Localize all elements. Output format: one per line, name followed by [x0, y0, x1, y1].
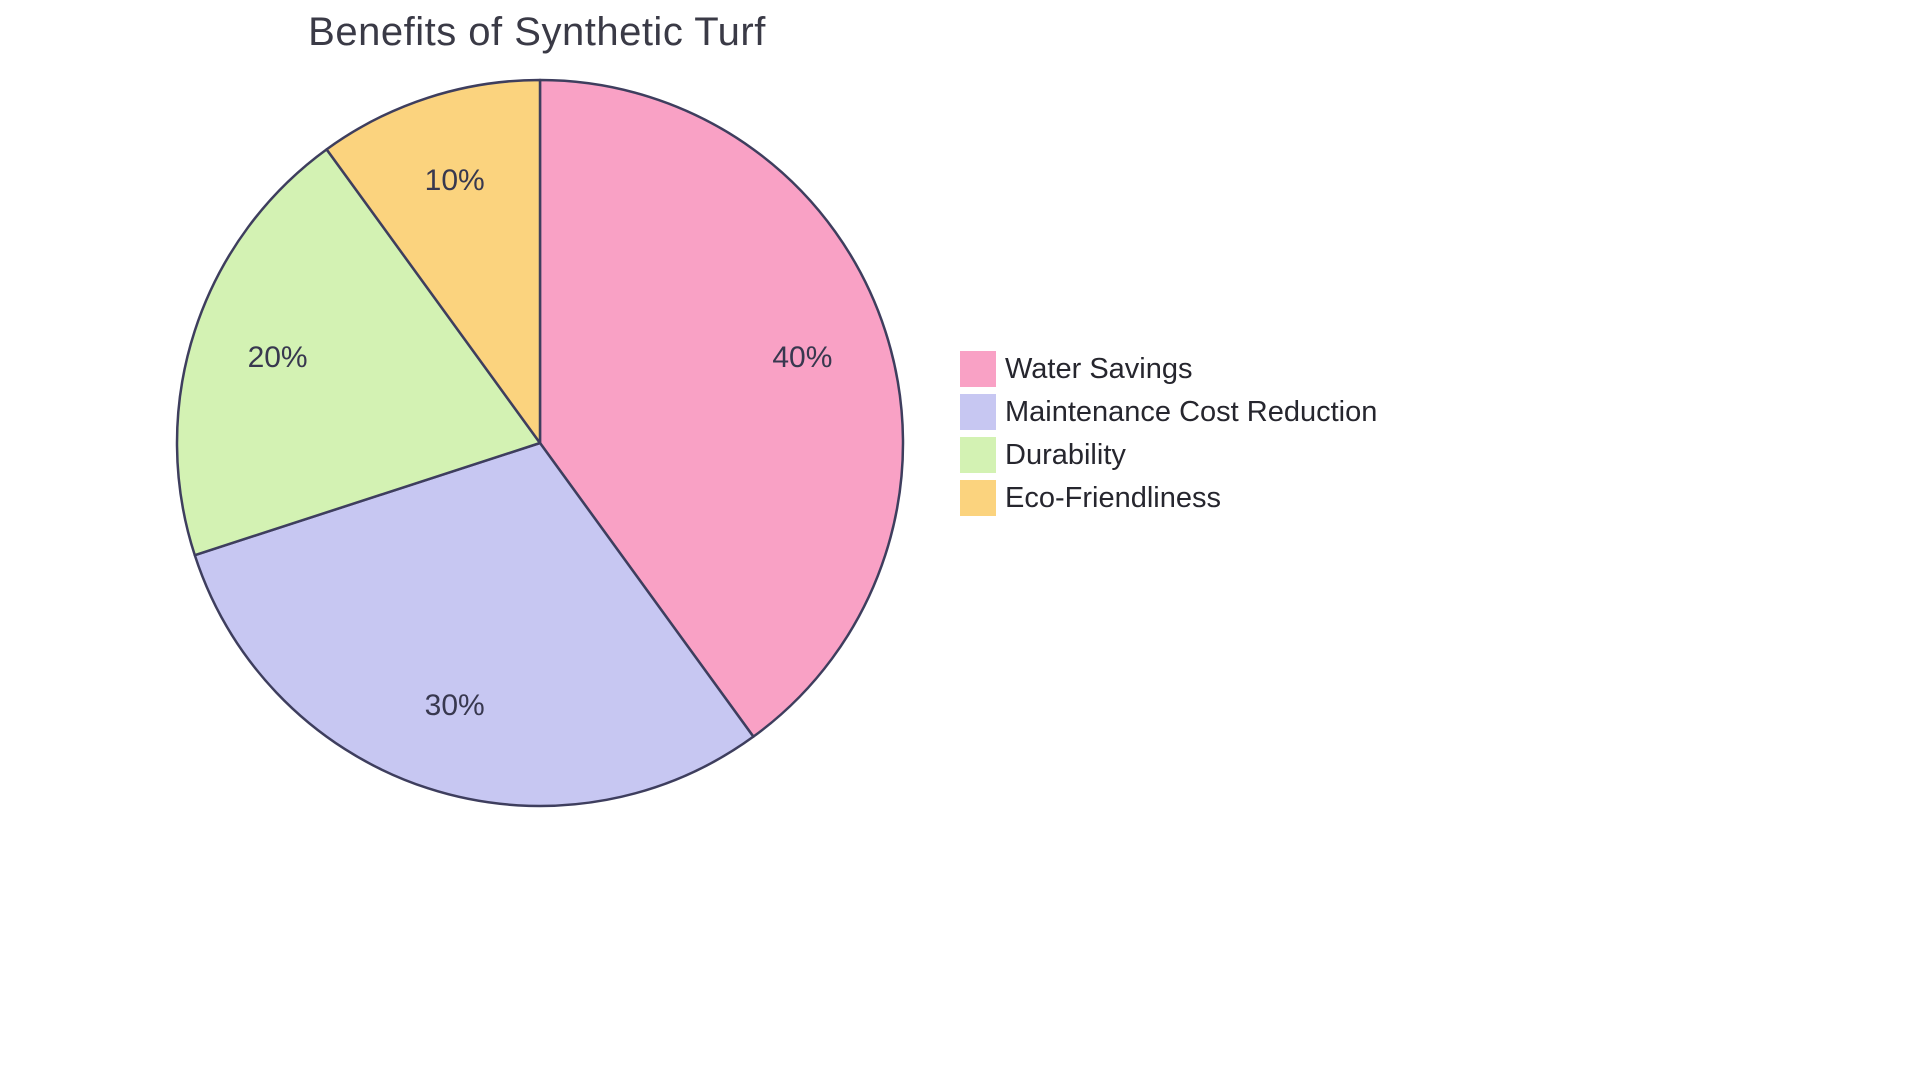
- pie-slice-percentage-label: 30%: [425, 689, 485, 722]
- pie-slice-durability: [175, 148, 542, 557]
- pie-slice-percentage-label: 20%: [248, 341, 308, 374]
- legend-item-water-savings: Water Savings: [960, 351, 1377, 387]
- legend-swatch-maintenance-cost-reduction: [960, 394, 996, 430]
- chart-title: Benefits of Synthetic Turf: [308, 10, 766, 54]
- legend-label: Water Savings: [1005, 352, 1193, 385]
- pie-slices: [175, 78, 905, 808]
- pie-slice-labels: 40% 30% 20% 10%: [248, 164, 833, 722]
- legend-swatch-eco-friendliness: [960, 480, 996, 516]
- legend-item-eco-friendliness: Eco-Friendliness: [960, 480, 1377, 516]
- legend-item-maintenance-cost-reduction: Maintenance Cost Reduction: [960, 394, 1377, 430]
- legend: Water Savings Maintenance Cost Reduction D…: [960, 351, 1377, 523]
- pie-slice-percentage-label: 10%: [425, 164, 485, 197]
- legend-swatch-durability: [960, 437, 996, 473]
- legend-label: Durability: [1005, 438, 1126, 471]
- legend-label: Eco-Friendliness: [1005, 481, 1221, 514]
- pie-slice-percentage-label: 40%: [772, 341, 832, 374]
- pie-slice-water-savings: [538, 78, 905, 738]
- legend-swatch-water-savings: [960, 351, 996, 387]
- pie-slice-maintenance-cost-reduction: [193, 441, 755, 808]
- legend-label: Maintenance Cost Reduction: [1005, 395, 1378, 428]
- pie-slice-eco-friendliness: [325, 78, 542, 445]
- legend-item-durability: Durability: [960, 437, 1377, 473]
